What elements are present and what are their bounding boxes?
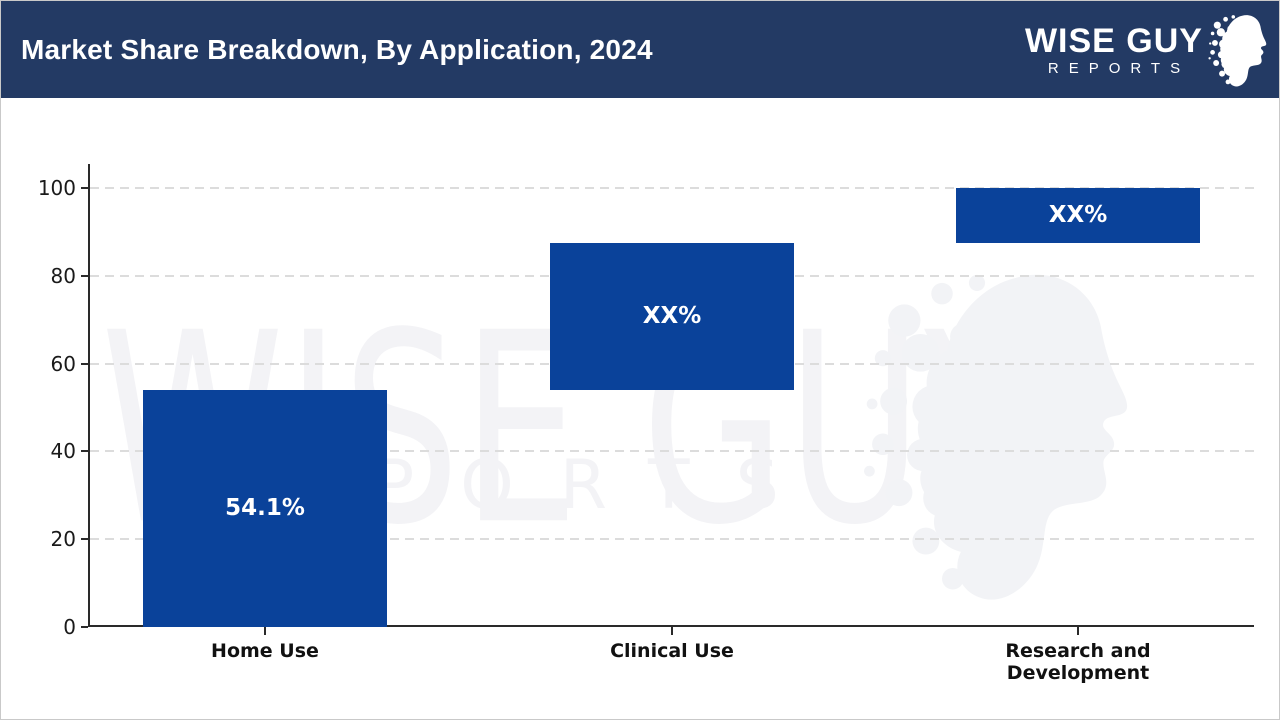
plot-area: 0 20 40 60 80 100 54.1% Home Use XX% Clinical Use… (38, 164, 1254, 684)
y-tick-40 (81, 450, 88, 453)
y-tick-label-40: 40 (50, 439, 76, 464)
logo-head-icon (1208, 15, 1267, 87)
y-tick-label-0: 0 (63, 615, 76, 639)
y-axis-line (88, 164, 90, 627)
y-tick-label-60: 60 (50, 351, 76, 376)
y-tick-100 (81, 187, 88, 189)
bar-value-label-clinical-use: XX% (642, 303, 702, 330)
gridline-20 (90, 538, 1254, 541)
category-label-home-use: Home Use (211, 640, 319, 662)
category-label-research-and-development: Research and Development (1005, 640, 1151, 684)
bar-value-label-research-and-development: XX% (1048, 202, 1108, 229)
bar-clinical-use: XX% (550, 242, 794, 390)
header-bar: Market Share Breakdown, By Application, … (1, 1, 1279, 98)
y-tick-label-100: 100 (37, 176, 76, 200)
y-tick-label-20: 20 (50, 527, 76, 552)
x-tick-research-and-development (1077, 627, 1079, 635)
y-tick-80 (81, 274, 88, 277)
y-tick-0 (81, 626, 88, 628)
bar-home-use: 54.1% (143, 389, 387, 627)
chart-area: WISE GUY REPORTS 0 20 40 60 80 100 54.1% Home U… (1, 98, 1279, 719)
bar-research-and-development: XX% (956, 188, 1200, 243)
x-tick-home-use (264, 627, 266, 635)
gridline-100 (90, 187, 1254, 189)
logo-subtext: REPORTS (1047, 59, 1191, 77)
logo-text: WISE GUY REPORTS (1025, 24, 1203, 77)
category-label-clinical-use: Clinical Use (610, 640, 734, 662)
y-tick-60 (81, 362, 88, 365)
chart-title: Market Share Breakdown, By Application, … (21, 33, 653, 65)
gridline-40 (90, 450, 1254, 453)
x-axis-line (88, 625, 1254, 627)
brand-logo: WISE GUY REPORTS (1025, 7, 1271, 93)
bar-value-label-home-use: 54.1% (225, 495, 305, 522)
y-tick-20 (81, 538, 88, 541)
y-tick-label-80: 80 (50, 263, 76, 288)
x-tick-clinical-use (671, 627, 673, 635)
logo-wordmark: WISE GUY (1024, 21, 1203, 60)
